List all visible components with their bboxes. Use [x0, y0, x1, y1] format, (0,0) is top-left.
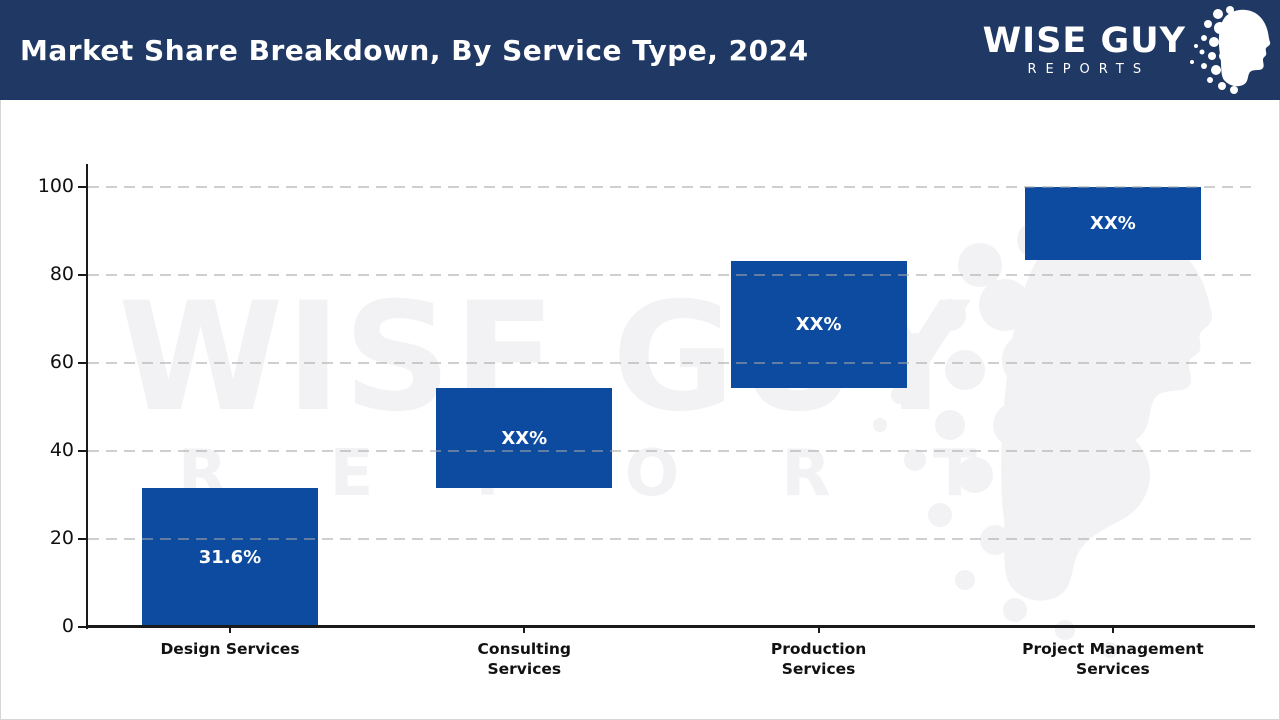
gridline-40 [88, 449, 1255, 452]
gridline-100 [88, 185, 1255, 188]
y-tick-mark-40 [78, 449, 86, 452]
bar-value-label-consulting-services: XX% [501, 427, 548, 449]
y-axis-line [86, 164, 88, 629]
gridline-60 [88, 361, 1255, 364]
bar-consulting-services: XX% [436, 388, 613, 488]
bar-project-management-services: XX% [1024, 186, 1201, 261]
wise-guy-logo: WISE GUY REPORTS [983, 0, 1272, 100]
x-tick-mark-consulting-services [523, 627, 526, 633]
bar-design-services: 31.6% [142, 487, 318, 627]
y-tick-mark-60 [78, 361, 86, 364]
x-axis-line [86, 625, 1255, 628]
y-tick-mark-0 [78, 626, 86, 628]
logo-head-icon [1190, 6, 1271, 94]
y-tick-label-0: 0 [61, 615, 74, 637]
logo-brand-name: WISE GUY [982, 20, 1186, 61]
bar-value-label-project-management-services: XX% [1089, 212, 1136, 234]
y-tick-mark-100 [78, 185, 86, 188]
y-tick-label-40: 40 [49, 438, 74, 461]
watermark-head-icon [873, 222, 1213, 658]
waterfall-chart: 0 20 40 60 80 100 31.6% Design Services XX% Consu… [38, 150, 1255, 678]
x-tick-label-project-management-services: Project Management Services [1022, 640, 1204, 679]
bar-production-services: XX% [730, 260, 907, 388]
bar-value-label-production-services: XX% [795, 313, 842, 335]
gridline-20 [88, 537, 1255, 540]
header-band: Market Share Breakdown, By Service Type,… [0, 0, 1280, 100]
y-tick-label-60: 60 [49, 350, 74, 373]
logo-text: WISE GUY REPORTS [982, 20, 1186, 77]
x-tick-label-consulting-services: Consulting Services [477, 640, 572, 679]
x-tick-label-production-services: Production Services [770, 640, 867, 679]
x-tick-mark-production-services [817, 627, 820, 633]
y-tick-mark-80 [78, 273, 86, 276]
y-tick-label-20: 20 [49, 526, 74, 549]
x-tick-mark-design-services [229, 627, 231, 633]
y-tick-mark-20 [78, 537, 86, 540]
gridline-80 [88, 273, 1255, 276]
bar-value-label-design-services: 31.6% [198, 546, 262, 568]
logo-brand-sub: REPORTS [1027, 61, 1151, 77]
y-tick-label-80: 80 [49, 262, 74, 285]
x-tick-label-design-services: Design Services [160, 640, 300, 658]
page-title: Market Share Breakdown, By Service Type,… [20, 33, 809, 67]
x-tick-mark-project-management-services [1111, 627, 1114, 633]
y-tick-label-100: 100 [37, 174, 74, 197]
